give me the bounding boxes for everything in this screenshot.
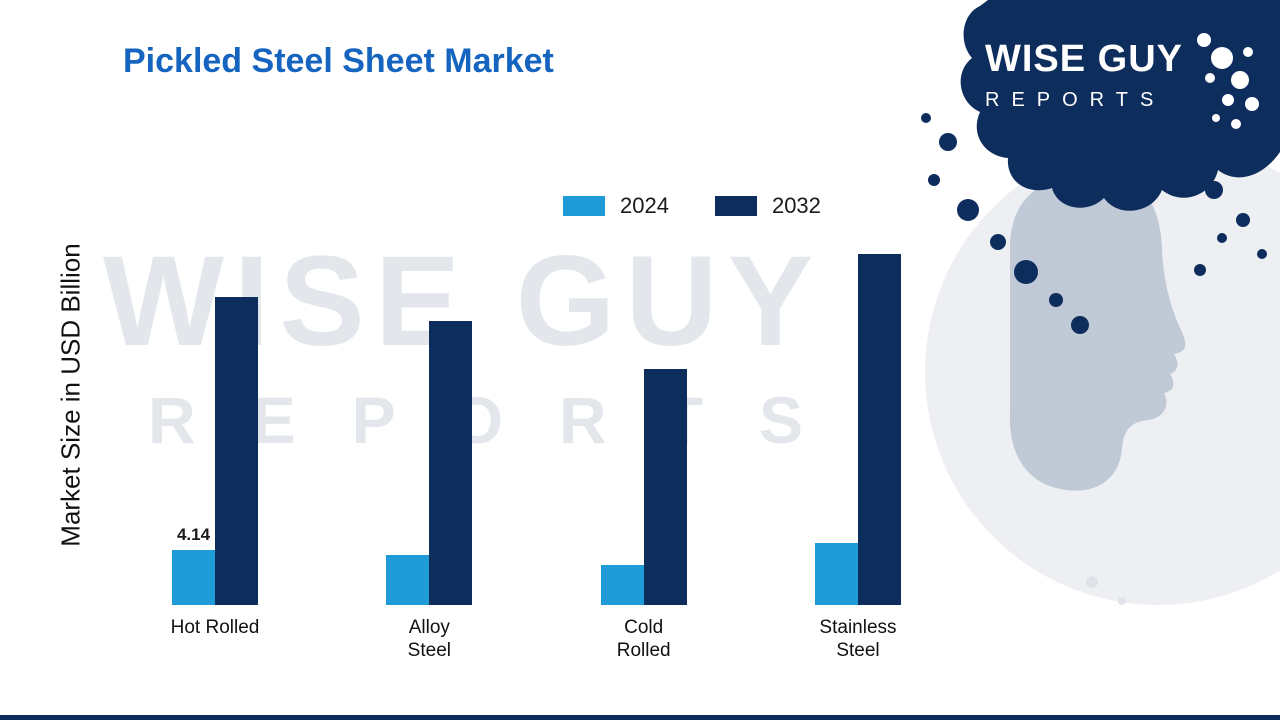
bar-2032-stainless-steel xyxy=(857,254,901,605)
legend: 2024 2032 xyxy=(563,193,821,219)
legend-label-2032: 2032 xyxy=(771,193,821,218)
category-label-stainless-steel: Stainless Steel xyxy=(819,617,897,662)
bar-2024-hot-rolled: 4.14 xyxy=(172,525,215,605)
wiseguy-logo: WISE GUY REPORTS xyxy=(985,38,1183,112)
legend-label-2024: 2024 xyxy=(620,193,669,218)
bar-value-label: 4.14 xyxy=(176,525,211,544)
bar-group-cold-rolled: Cold Rolled xyxy=(600,368,687,661)
logo-line1: WISE GUY xyxy=(985,38,1184,80)
bar-2024-cold-rolled xyxy=(600,565,644,605)
bar-group-stainless-steel: Stainless Steel xyxy=(814,254,901,661)
bar-2024-stainless-steel xyxy=(814,542,858,605)
bar-group-hot-rolled: 4.14 Hot Rolled xyxy=(171,296,259,638)
bar-2032-alloy-steel xyxy=(429,320,473,605)
y-axis-label: Market Size in USD Billion xyxy=(55,243,86,547)
category-label-cold-rolled: Cold Rolled xyxy=(616,617,671,662)
legend-item-2032: 2032 xyxy=(714,193,821,219)
legend-item-2024: 2024 xyxy=(563,193,669,219)
legend-swatch-2032 xyxy=(714,196,757,216)
chart-title: Pickled Steel Sheet Market xyxy=(123,42,554,80)
bar-group-alloy-steel: Alloy Steel xyxy=(386,320,473,661)
category-label-alloy-steel: Alloy Steel xyxy=(407,617,451,662)
logo-line2: REPORTS xyxy=(985,89,1166,111)
bar-2032-hot-rolled xyxy=(215,296,258,605)
bar-2032-cold-rolled xyxy=(643,368,687,605)
plot-area: 4.14 Hot Rolled Alloy Steel Cold Rolled Stai… xyxy=(171,0,901,661)
bar-2024-alloy-steel xyxy=(386,554,430,605)
category-label-hot-rolled: Hot Rolled xyxy=(170,617,260,638)
legend-swatch-2024 xyxy=(563,196,605,216)
bottom-border xyxy=(0,715,1280,720)
